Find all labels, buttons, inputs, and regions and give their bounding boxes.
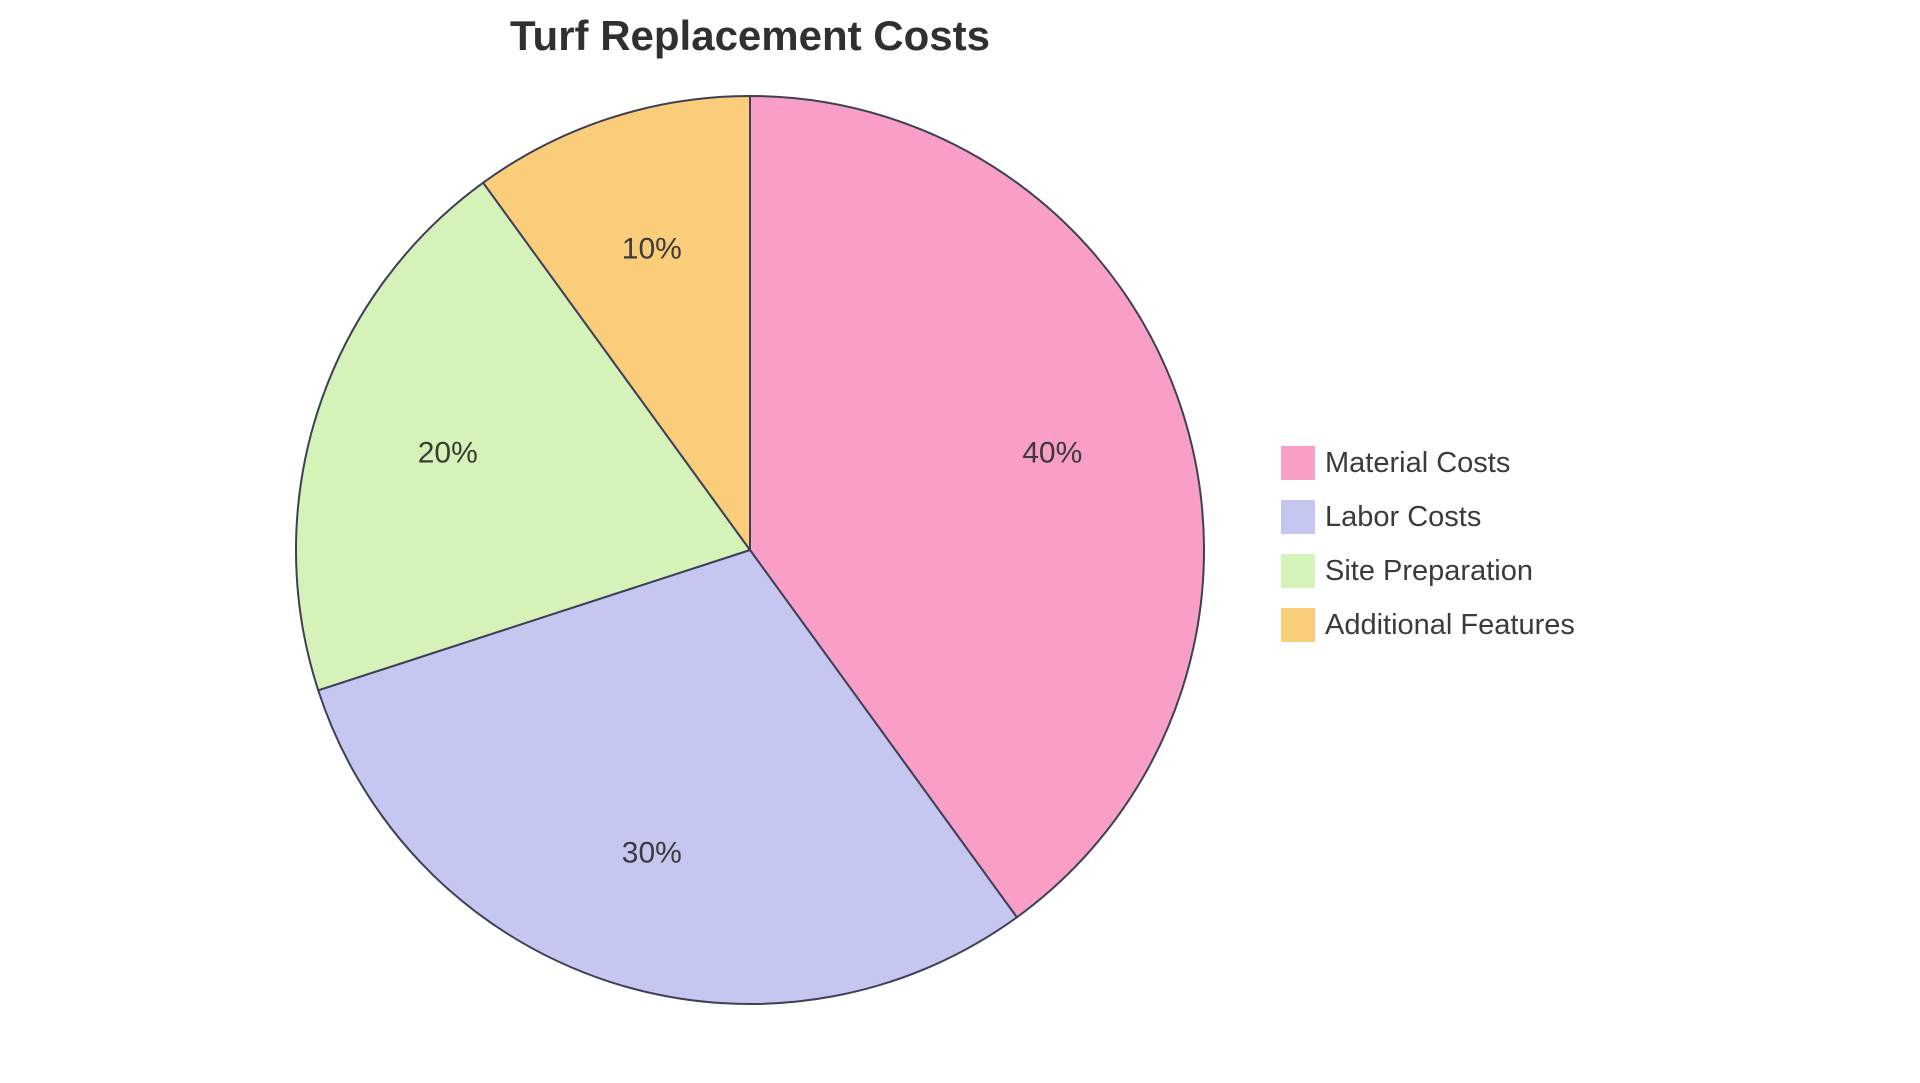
legend-label-material-costs: Material Costs [1325,446,1511,479]
pie-slice-material-costs[interactable] [749,95,1205,919]
slice-label-material-costs: 40% [1022,436,1082,469]
legend-swatch-additional-features [1281,608,1315,642]
pie-slice-additional-features[interactable] [482,95,751,551]
legend-swatch-material-costs [1281,446,1315,480]
slice-label-labor-costs: 30% [622,837,682,870]
slice-label-site-preparation: 20% [418,436,478,469]
pie-slice-labor-costs[interactable] [317,549,1018,1005]
slice-label-additional-features: 10% [622,232,682,265]
pie-slice-site-preparation[interactable] [295,181,751,692]
legend-item-site-preparation[interactable]: Site Preparation [1281,554,1575,588]
legend-label-labor-costs: Labor Costs [1325,500,1482,533]
legend-item-additional-features[interactable]: Additional Features [1281,608,1575,642]
legend: Material Costs Labor Costs Site Preparatio… [1281,446,1575,642]
legend-swatch-site-preparation [1281,554,1315,588]
legend-item-labor-costs[interactable]: Labor Costs [1281,500,1575,534]
legend-label-additional-features: Additional Features [1325,608,1575,641]
legend-item-material-costs[interactable]: Material Costs [1281,446,1575,480]
chart-title: Turf Replacement Costs [510,12,990,59]
legend-swatch-labor-costs [1281,500,1315,534]
legend-label-site-preparation: Site Preparation [1325,554,1533,587]
